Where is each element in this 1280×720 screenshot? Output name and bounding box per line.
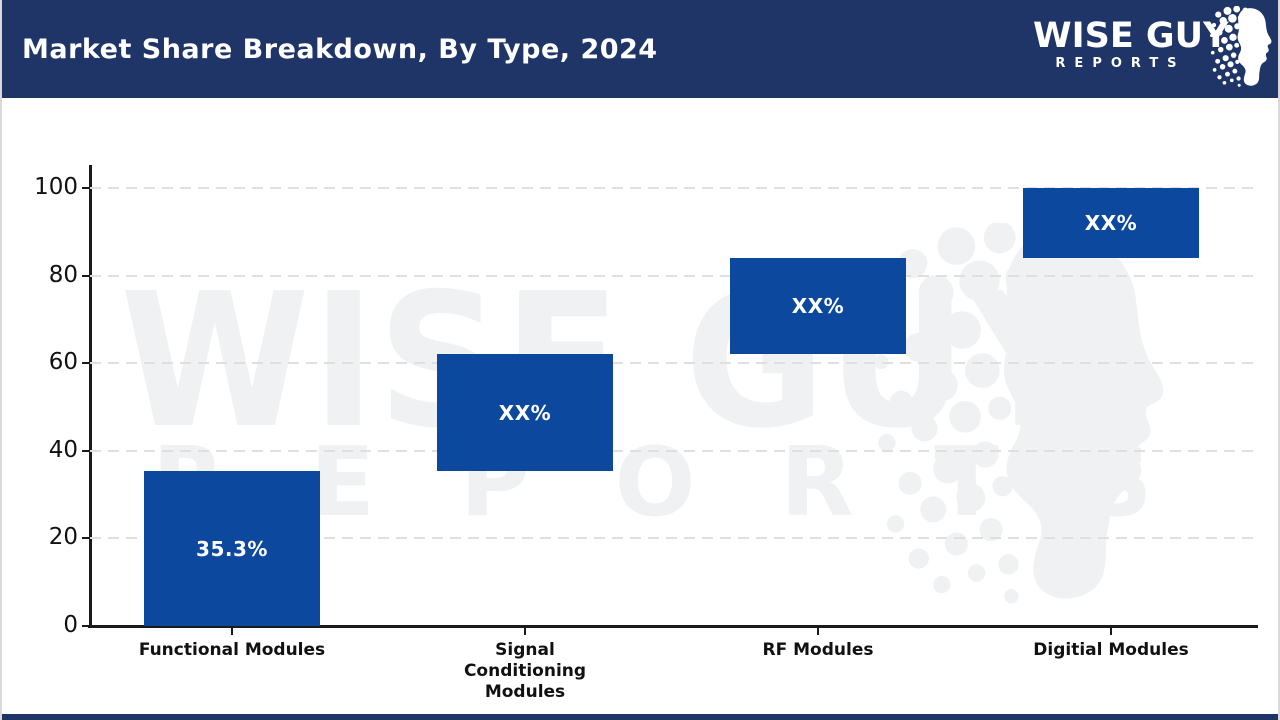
y-axis-tick-label-80: 80 bbox=[48, 261, 78, 288]
x-axis-category-label-signal-conditioning-modules: Signal Conditioning Modules bbox=[463, 640, 587, 702]
logo-text-primary: WISE GUY bbox=[1033, 16, 1229, 56]
bar-value-label: XX% bbox=[1084, 211, 1138, 236]
bar-value-label: 35.3% bbox=[196, 536, 268, 561]
y-axis-tick-60 bbox=[82, 362, 90, 365]
y-axis-tick-label-40: 40 bbox=[48, 436, 78, 463]
y-axis-tick-40 bbox=[82, 449, 90, 452]
bar-value-label: XX% bbox=[791, 294, 845, 319]
y-axis-tick-80 bbox=[82, 274, 90, 277]
gridline-40 bbox=[90, 449, 1258, 452]
x-axis-category-label-digitial-modules: Digitial Modules bbox=[1033, 640, 1189, 660]
x-axis-tick-functional-modules bbox=[231, 628, 233, 635]
bar-digitial-modules: XX% bbox=[1023, 188, 1199, 259]
x-axis-tick-rf-modules bbox=[817, 628, 819, 635]
y-axis-tick-label-0: 0 bbox=[63, 612, 78, 638]
header-banner: Market Share Breakdown, By Type, 2024 WI… bbox=[2, 0, 1278, 98]
y-axis-tick-0 bbox=[82, 625, 90, 627]
gridline-100 bbox=[90, 187, 1258, 189]
wiseguy-logo: WISE GUY REPORTS bbox=[1028, 0, 1278, 98]
y-axis-tick-label-20: 20 bbox=[48, 524, 78, 551]
y-axis-tick-label-100: 100 bbox=[34, 174, 78, 200]
bar-functional-modules: 35.3% bbox=[144, 471, 320, 626]
x-axis-category-label-functional-modules: Functional Modules bbox=[138, 640, 326, 660]
y-axis-tick-label-60: 60 bbox=[48, 349, 78, 376]
gridline-80 bbox=[90, 274, 1258, 277]
y-axis-tick-20 bbox=[82, 537, 90, 540]
x-axis-category-label-rf-modules: RF Modules bbox=[762, 640, 874, 660]
logo-text-secondary: REPORTS bbox=[1055, 56, 1186, 71]
gridline-60 bbox=[90, 362, 1258, 365]
bar-signal-conditioning-modules: XX% bbox=[437, 354, 613, 472]
gridline-20 bbox=[90, 537, 1258, 540]
x-axis-spine bbox=[88, 625, 1258, 628]
bar-value-label: XX% bbox=[498, 400, 552, 425]
chart-title: Market Share Breakdown, By Type, 2024 bbox=[22, 33, 658, 65]
y-axis-spine bbox=[89, 165, 92, 627]
x-axis-tick-digitial-modules bbox=[1110, 628, 1112, 635]
x-axis-tick-signal-conditioning-modules bbox=[524, 628, 526, 635]
y-axis-tick-100 bbox=[82, 187, 90, 189]
logo-text: WISE GUY REPORTS bbox=[1033, 16, 1229, 71]
bar-rf-modules: XX% bbox=[730, 258, 906, 355]
footer-accent-bar bbox=[2, 714, 1278, 720]
